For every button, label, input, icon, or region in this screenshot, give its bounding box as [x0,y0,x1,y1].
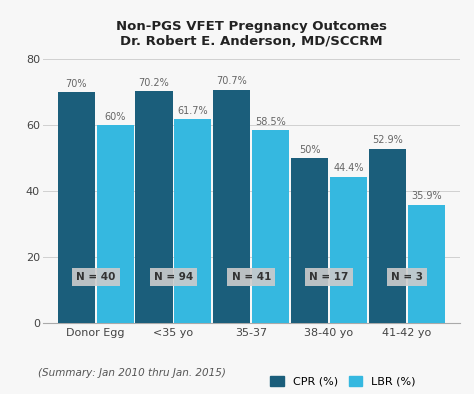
Text: 70%: 70% [65,79,87,89]
Bar [174,119,211,323]
Bar [136,91,173,323]
Text: 60%: 60% [104,112,126,122]
Text: 70.2%: 70.2% [138,78,169,88]
Text: 61.7%: 61.7% [178,106,208,116]
Text: 35.9%: 35.9% [411,191,441,201]
Bar [58,92,95,323]
Bar [252,130,289,323]
Text: 58.5%: 58.5% [255,117,286,127]
Text: 44.4%: 44.4% [333,163,364,173]
Text: N = 3: N = 3 [391,272,423,282]
Text: N = 41: N = 41 [231,272,271,282]
Bar [97,125,134,323]
Text: 50%: 50% [299,145,320,155]
Text: N = 17: N = 17 [310,272,349,282]
Text: 52.9%: 52.9% [372,135,403,145]
Bar [408,204,445,323]
Title: Non-PGS VFET Pregnancy Outcomes
Dr. Robert E. Anderson, MD/SCCRM: Non-PGS VFET Pregnancy Outcomes Dr. Robe… [116,20,387,48]
Bar [291,158,328,323]
Text: N = 94: N = 94 [154,272,193,282]
Bar [330,177,367,323]
Text: N = 40: N = 40 [76,272,115,282]
Bar [213,90,250,323]
Bar [369,149,406,323]
Legend: CPR (%), LBR (%): CPR (%), LBR (%) [266,372,420,391]
Text: (Summary: Jan 2010 thru Jan. 2015): (Summary: Jan 2010 thru Jan. 2015) [38,368,226,378]
Text: 70.7%: 70.7% [217,76,247,87]
